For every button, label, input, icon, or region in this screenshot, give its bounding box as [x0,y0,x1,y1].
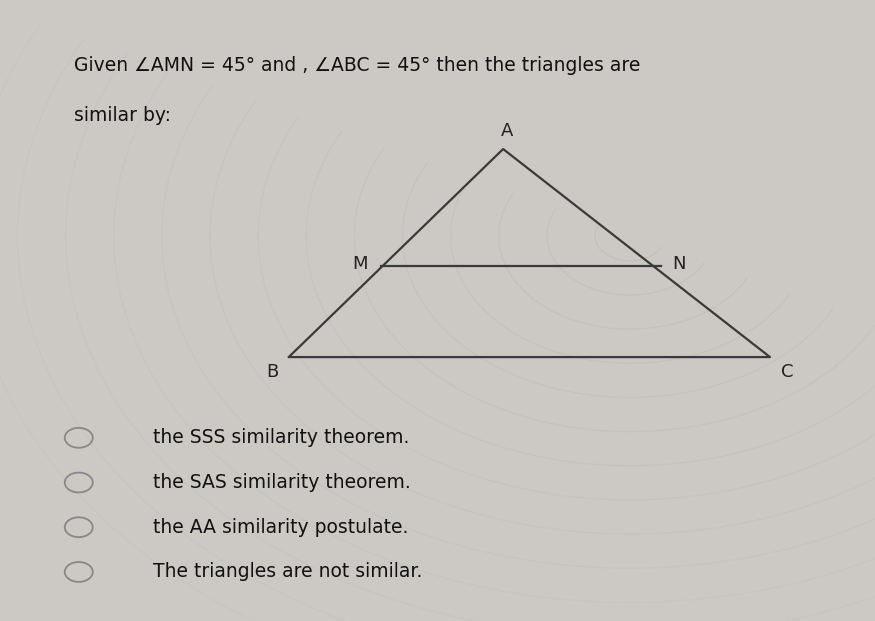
Text: the SAS similarity theorem.: the SAS similarity theorem. [153,473,411,492]
Text: A: A [501,122,514,140]
Text: similar by:: similar by: [74,106,172,125]
Text: the AA similarity postulate.: the AA similarity postulate. [153,518,409,537]
Text: The triangles are not similar.: The triangles are not similar. [153,563,423,581]
Text: N: N [672,255,685,273]
Text: C: C [780,363,793,381]
Text: Given ∠AMN = 45° and , ∠ABC = 45° then the triangles are: Given ∠AMN = 45° and , ∠ABC = 45° then t… [74,56,640,75]
Text: M: M [352,255,367,273]
Text: B: B [266,363,278,381]
Text: the SSS similarity theorem.: the SSS similarity theorem. [153,428,410,447]
